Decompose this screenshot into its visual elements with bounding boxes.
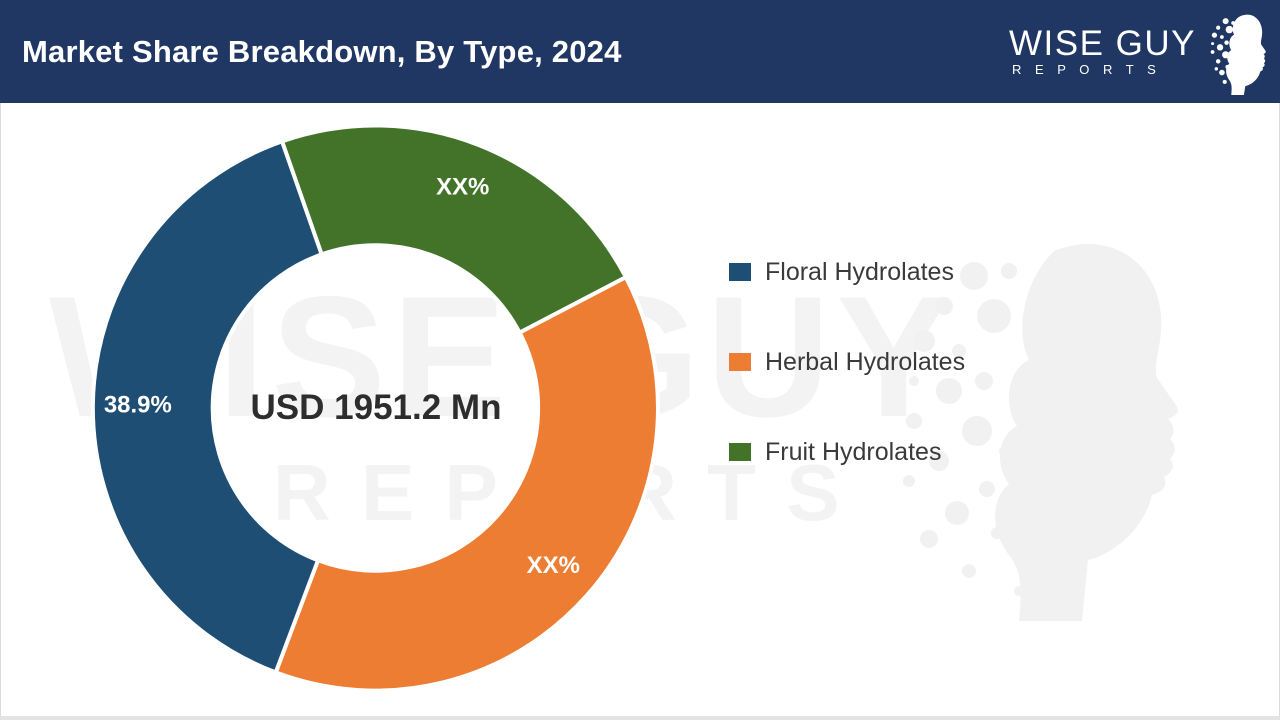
- page-title: Market Share Breakdown, By Type, 2024: [22, 34, 622, 69]
- donut-slice-herbal-hydrolates: [273, 275, 660, 693]
- bottom-border: [0, 716, 1280, 720]
- slice-label-fruit-hydrolates: XX%: [436, 174, 489, 201]
- legend-swatch: [729, 353, 751, 371]
- legend-item-floral-hydrolates: Floral Hydrolates: [729, 251, 965, 293]
- legend-swatch: [729, 443, 751, 461]
- donut-chart: XX% XX% 38.9%: [90, 123, 660, 693]
- wiseguy-logo: WISE GUY R E P O R T S: [1009, 0, 1268, 103]
- legend-label: Fruit Hydrolates: [765, 437, 942, 466]
- chart-legend: Floral Hydrolates Herbal Hydrolates Fruit …: [729, 251, 965, 521]
- legend-item-herbal-hydrolates: Herbal Hydrolates: [729, 341, 965, 383]
- legend-item-fruit-hydrolates: Fruit Hydrolates: [729, 431, 965, 473]
- wiseguy-face-icon: [1210, 14, 1266, 95]
- chart-center-total: USD 1951.2 Mn: [250, 388, 502, 427]
- chart-area: WISE GUY R E P O R T S XX%XX%38.9% USD 1…: [0, 103, 1280, 716]
- slice-label-floral-hydrolates: 38.9%: [104, 392, 172, 419]
- donut-slice-floral-hydrolates: [90, 139, 324, 675]
- logo-subtitle: R E P O R T S: [1011, 62, 1161, 78]
- legend-swatch: [729, 263, 751, 281]
- watermark-face-icon: [903, 243, 1178, 621]
- header-bar: Market Share Breakdown, By Type, 2024 WI…: [0, 0, 1280, 103]
- logo-wordmark: WISE GUY: [1008, 23, 1196, 63]
- legend-label: Floral Hydrolates: [765, 257, 954, 286]
- logo-text: WISE GUY R E P O R T S: [1008, 23, 1196, 78]
- slice-label-herbal-hydrolates: XX%: [527, 552, 580, 579]
- donut-slice-fruit-hydrolates: [280, 123, 628, 335]
- legend-label: Herbal Hydrolates: [765, 347, 966, 376]
